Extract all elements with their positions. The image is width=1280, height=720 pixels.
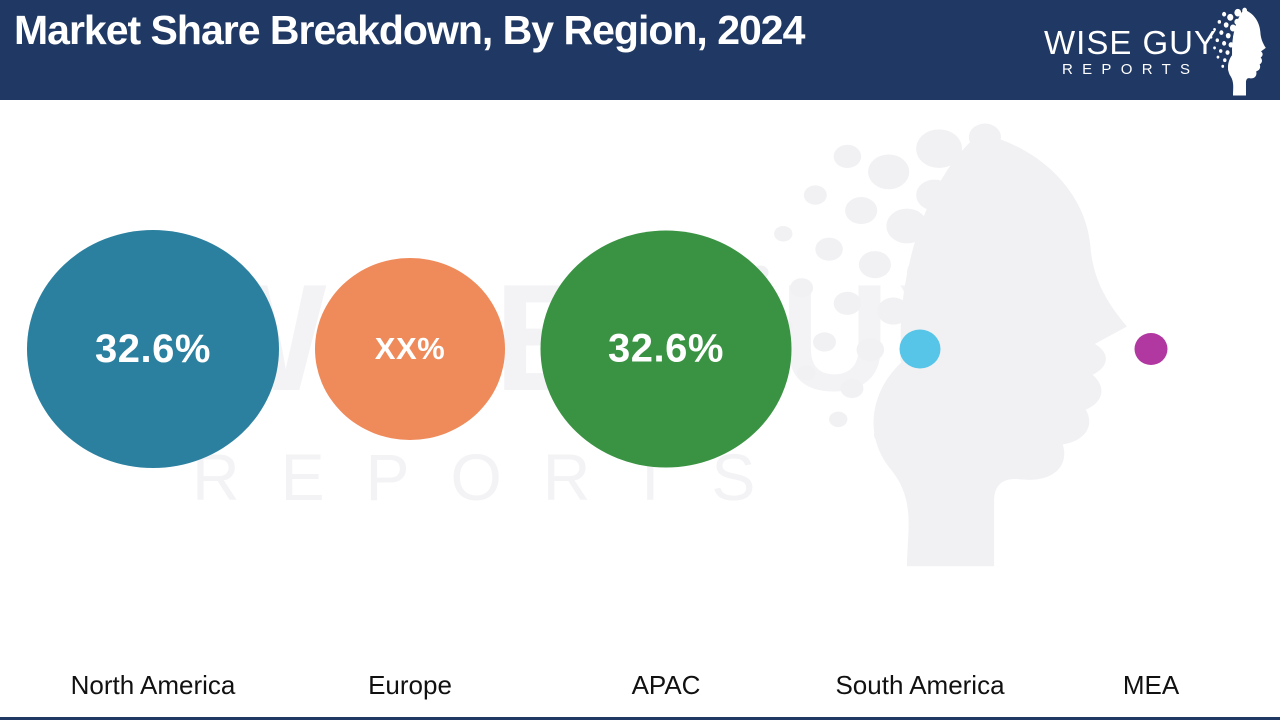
category-label-south-america: South America [835,670,1005,700]
bubble-value-apac: 32.6% [608,326,724,371]
footer-accent-line [0,717,1280,720]
bubble-value-europe: XX% [374,331,446,366]
page-title: Market Share Breakdown, By Region, 2024 [14,7,805,53]
header: Market Share Breakdown, By Region, 2024 … [0,0,1280,100]
bubble-value-north-america: 32.6% [95,326,211,371]
bubble-north-america: 32.6% [27,230,279,468]
category-label-apac: APAC [631,670,701,700]
category-label-europe: Europe [368,670,452,700]
brand-head-icon [1192,5,1274,97]
bubble-mea [1134,333,1168,365]
bubble-europe: XX% [315,258,505,440]
category-label-north-america: North America [70,670,236,700]
category-label-mea: MEA [1122,670,1180,700]
brand-logo: WISE GUY REPORTS [1040,0,1280,100]
bubble-south-america [899,329,941,369]
bubble-apac: 32.6% [540,230,792,468]
brand-tagline-text: REPORTS [1062,61,1200,78]
brand-name-text: WISE GUY [1044,24,1218,61]
